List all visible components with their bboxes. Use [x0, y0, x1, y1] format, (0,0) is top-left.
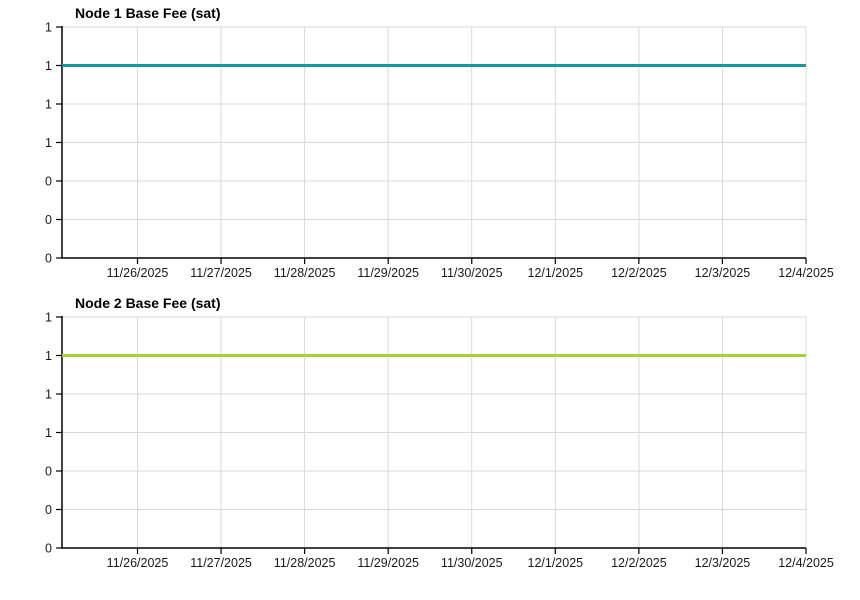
x-tick-label: 11/26/2025: [107, 266, 169, 280]
y-tick-label: 1: [45, 311, 52, 325]
chart-node2-base-fee: 1 1 1 1 0 0 0 11/26/2025 11/27/2025 11/28/2025 11/…: [0, 290, 860, 580]
y-tick-label: 1: [45, 98, 52, 112]
x-tick-label: 12/3/2025: [695, 556, 751, 570]
x-tick-label: 11/29/2025: [357, 266, 419, 280]
x-tick-label: 11/27/2025: [190, 266, 252, 280]
y-tick-label: 0: [45, 542, 52, 556]
x-tick-label: 11/30/2025: [441, 266, 503, 280]
y-tick-label: 1: [45, 59, 52, 73]
chart-node1-base-fee: 1 1 1 1 0 0 0 11/26/2025 11/27/2025 11/28/2025 11/…: [0, 0, 860, 290]
chart-node2-plot: 1 1 1 1 0 0 0 11/26/2025 11/27/2025 11/28/2025 11/…: [45, 311, 834, 571]
x-tick-label: 12/1/2025: [528, 266, 584, 280]
x-tick-label: 11/26/2025: [107, 556, 169, 570]
chart-title-node1: Node 1 Base Fee (sat): [75, 5, 221, 21]
y-tick-label: 0: [45, 252, 52, 266]
x-tick-label: 12/2/2025: [611, 266, 667, 280]
x-tick-label: 12/2/2025: [611, 556, 667, 570]
x-tick-label: 11/28/2025: [274, 556, 336, 570]
y-tick-label: 1: [45, 136, 52, 150]
y-tick-label: 1: [45, 349, 52, 363]
x-tick-label: 11/30/2025: [441, 556, 503, 570]
y-tick-label: 0: [45, 465, 52, 479]
x-tick-label: 11/29/2025: [357, 556, 419, 570]
y-tick-label: 0: [45, 503, 52, 517]
chart-node1-plot: 1 1 1 1 0 0 0 11/26/2025 11/27/2025 11/28/2025 11/…: [45, 21, 834, 281]
y-tick-label: 1: [45, 388, 52, 402]
x-tick-label: 12/4/2025: [778, 556, 834, 570]
y-tick-label: 0: [45, 213, 52, 227]
x-tick-label: 12/4/2025: [778, 266, 834, 280]
x-tick-label: 11/28/2025: [274, 266, 336, 280]
y-tick-label: 0: [45, 175, 52, 189]
chart-title-node2: Node 2 Base Fee (sat): [75, 295, 221, 311]
y-tick-label: 1: [45, 21, 52, 35]
x-tick-label: 12/1/2025: [528, 556, 584, 570]
x-tick-label: 12/3/2025: [695, 266, 751, 280]
x-tick-label: 11/27/2025: [190, 556, 252, 570]
y-tick-label: 1: [45, 426, 52, 440]
